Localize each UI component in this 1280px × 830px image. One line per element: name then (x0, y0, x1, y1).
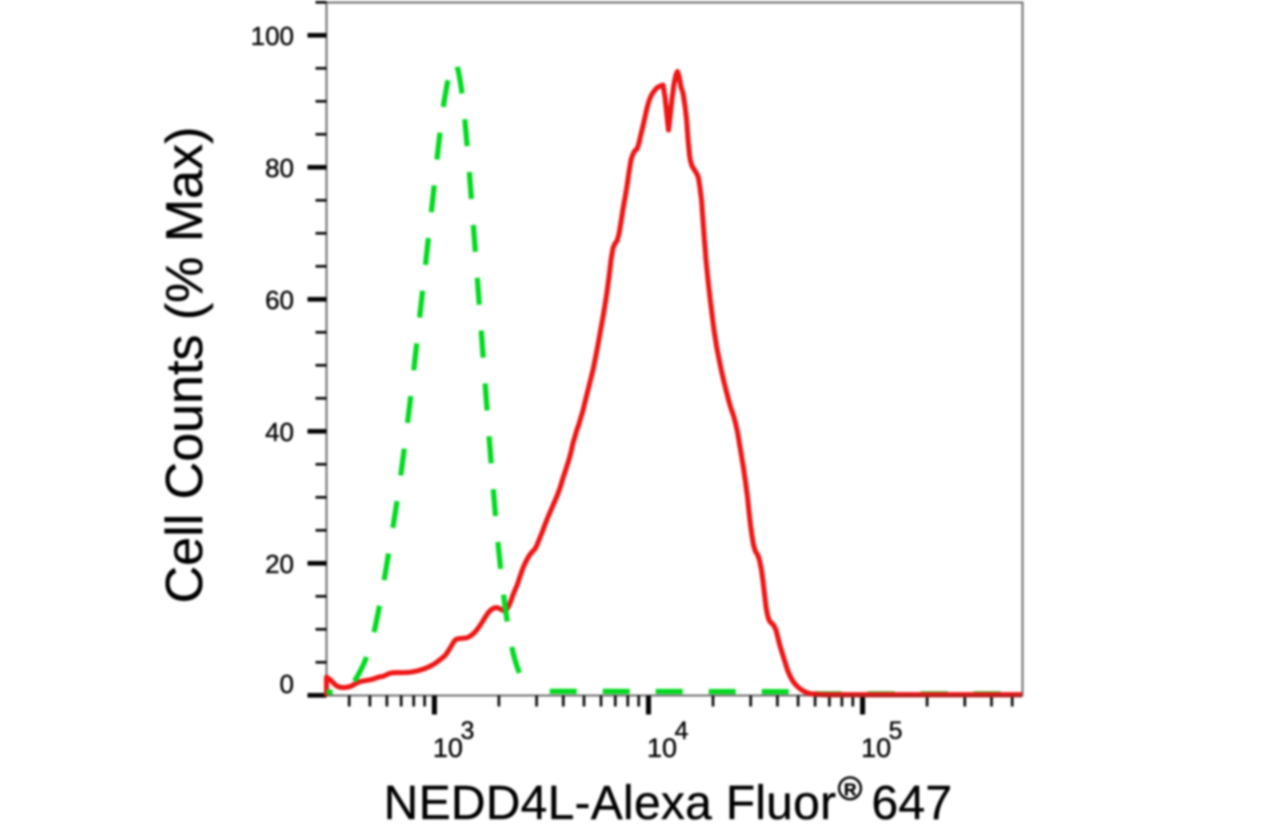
svg-text:100: 100 (251, 21, 294, 51)
svg-text:Cell Counts (% Max): Cell Counts (% Max) (156, 127, 214, 604)
svg-text:R: R (844, 780, 857, 800)
svg-text:80: 80 (265, 153, 294, 183)
svg-text:NEDD4L-Alexa Fluor® 647: NEDD4L-Alexa Fluor® 647 (384, 772, 953, 830)
svg-text:40: 40 (265, 417, 294, 447)
svg-text:0: 0 (280, 669, 294, 699)
svg-text:60: 60 (265, 285, 294, 315)
svg-text:20: 20 (265, 549, 294, 579)
